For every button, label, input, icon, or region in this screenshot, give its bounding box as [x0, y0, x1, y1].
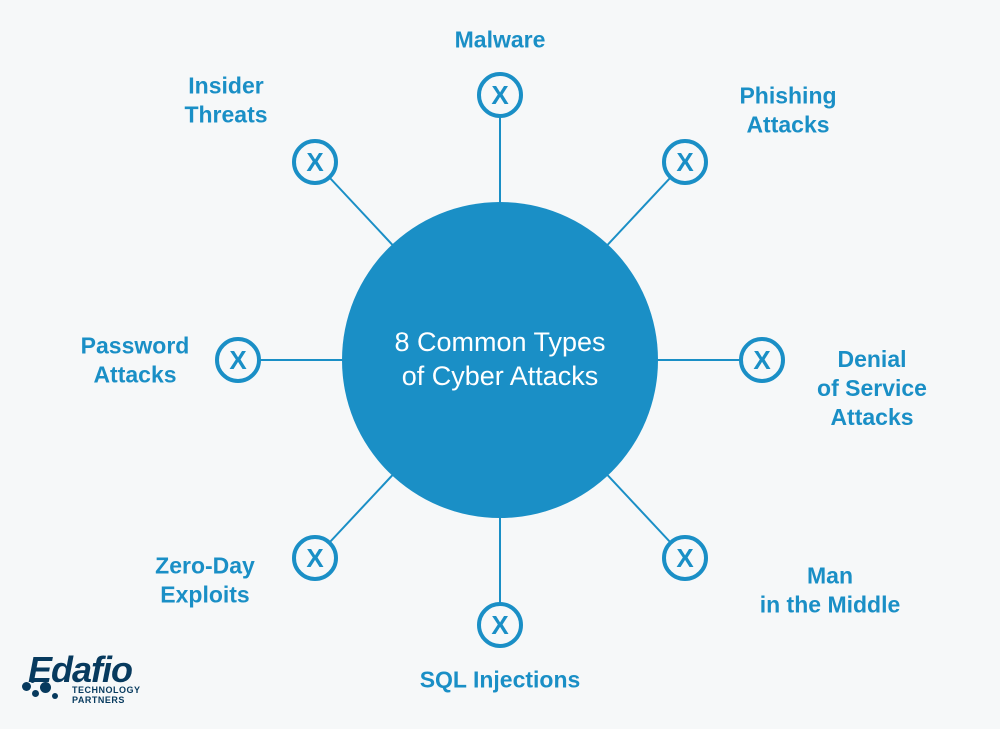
- x-icon: X: [491, 82, 508, 108]
- x-icon: X: [676, 149, 693, 175]
- center-title: 8 Common Types of Cyber Attacks: [394, 326, 605, 394]
- label-sql: SQL Injections: [420, 666, 581, 695]
- label-mitm: Man in the Middle: [760, 561, 901, 619]
- label-zeroday: Zero-Day Exploits: [155, 551, 255, 609]
- x-icon: X: [491, 612, 508, 638]
- node-phishing: X: [662, 139, 708, 185]
- node-insider: X: [292, 139, 338, 185]
- node-dos: X: [739, 337, 785, 383]
- logo-dots: [22, 673, 66, 699]
- node-sql: X: [477, 602, 523, 648]
- x-icon: X: [229, 347, 246, 373]
- node-malware: X: [477, 72, 523, 118]
- label-password: Password Attacks: [81, 331, 190, 389]
- logo-tagline: TECHNOLOGY PARTNERS: [72, 686, 208, 705]
- node-password: X: [215, 337, 261, 383]
- label-insider: Insider Threats: [184, 71, 267, 129]
- x-icon: X: [306, 545, 323, 571]
- logo: Edafio TECHNOLOGY PARTNERS: [28, 652, 208, 705]
- diagram-stage: 8 Common Types of Cyber Attacks Edafio T…: [0, 0, 1000, 729]
- x-icon: X: [676, 545, 693, 571]
- label-malware: Malware: [455, 26, 546, 55]
- x-icon: X: [306, 149, 323, 175]
- node-mitm: X: [662, 535, 708, 581]
- label-dos: Denial of Service Attacks: [817, 345, 927, 431]
- node-zeroday: X: [292, 535, 338, 581]
- label-phishing: Phishing Attacks: [739, 81, 836, 139]
- center-circle: 8 Common Types of Cyber Attacks: [342, 202, 658, 518]
- x-icon: X: [753, 347, 770, 373]
